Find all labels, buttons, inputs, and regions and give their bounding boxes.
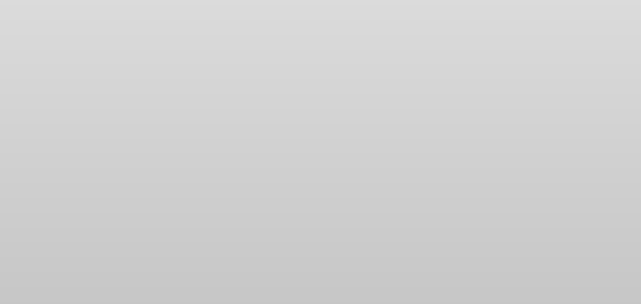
Text: A/: A/ bbox=[367, 112, 381, 125]
Text: 21:: 21: bbox=[22, 52, 44, 65]
Text: A/: A/ bbox=[367, 153, 381, 165]
Text: Blank # 1: Blank # 1 bbox=[22, 139, 87, 151]
FancyBboxPatch shape bbox=[112, 55, 358, 99]
Text: Blank # 3: Blank # 3 bbox=[22, 220, 87, 233]
FancyBboxPatch shape bbox=[112, 96, 358, 140]
FancyBboxPatch shape bbox=[112, 137, 358, 181]
Text: Blank # 2: Blank # 2 bbox=[22, 179, 87, 192]
Text: -33:: -33: bbox=[22, 76, 48, 89]
Text: as an 8 bit for each:: as an 8 bit for each: bbox=[22, 30, 127, 40]
Text: A/: A/ bbox=[367, 71, 381, 84]
Text: 21-33:: 21-33: bbox=[22, 100, 65, 113]
Bar bbox=[0, 0, 11, 304]
Text: Convert the following decimal numbers to two’s-complement form and perform the o: Convert the following decimal numbers to… bbox=[22, 19, 547, 29]
